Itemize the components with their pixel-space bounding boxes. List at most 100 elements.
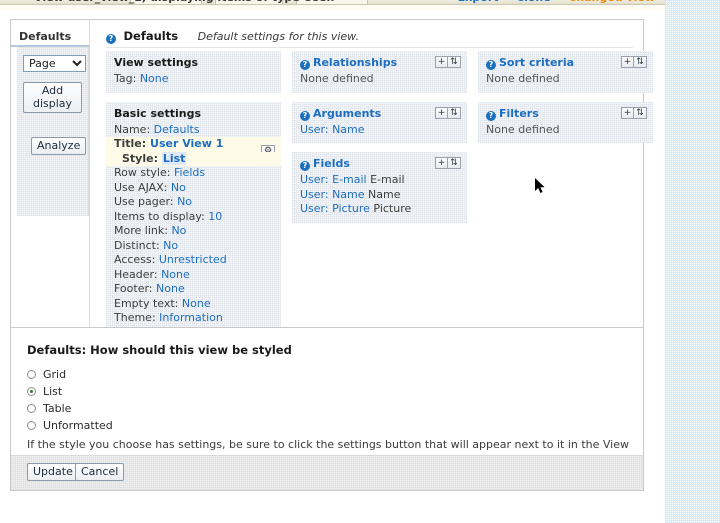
- argument-user-name-link[interactable]: User: Name: [300, 122, 365, 136]
- row-use-ajax-value[interactable]: No: [170, 180, 186, 194]
- page-background-texture: [665, 0, 720, 523]
- bucket-title-sort-criteria[interactable]: ? Sort criteria: [486, 56, 647, 70]
- style-option-table-label: Table: [43, 402, 72, 415]
- field-email-link[interactable]: User: E-mail: [300, 173, 367, 186]
- add-field-icon[interactable]: +: [435, 157, 448, 169]
- style-option-grid[interactable]: Grid: [27, 366, 113, 383]
- row-header: Header: None: [114, 268, 275, 283]
- clone-link[interactable]: Clone: [516, 0, 551, 4]
- update-button[interactable]: Update: [27, 463, 79, 481]
- row-empty-text-label: Empty text:: [114, 296, 179, 310]
- row-header-value[interactable]: None: [161, 267, 190, 281]
- sort-criteria-help-icon[interactable]: ?: [486, 60, 496, 70]
- bucket-title-relationships-label: Relationships: [313, 56, 398, 69]
- summary-title: Defaults: [123, 29, 179, 43]
- changed-view-link[interactable]: Changed view: [568, 0, 655, 4]
- summary-column-2: + ⇅ ? Relationships None defined + ⇅: [292, 51, 467, 232]
- radio-list-icon[interactable]: [27, 387, 36, 396]
- bucket-title-arguments[interactable]: ? Arguments: [300, 107, 461, 121]
- row-use-pager: Use pager: No: [114, 195, 275, 210]
- summary-subtitle: Default settings for this view.: [197, 30, 359, 43]
- row-row-style-value[interactable]: Fields: [173, 166, 206, 179]
- add-argument-icon[interactable]: +: [435, 106, 448, 119]
- rearrange-filters-icon[interactable]: ⇅: [634, 106, 647, 119]
- add-display-select[interactable]: Page: [23, 55, 86, 72]
- row-items-to-display-value[interactable]: 10: [208, 209, 223, 223]
- help-icon[interactable]: ?: [106, 34, 116, 44]
- row-style-value[interactable]: List: [161, 151, 187, 165]
- row-distinct: Distinct: No: [114, 239, 275, 254]
- row-distinct-value[interactable]: No: [163, 238, 179, 252]
- bucket-title-fields-label: Fields: [313, 157, 350, 170]
- arguments-help-icon[interactable]: ?: [300, 110, 310, 121]
- add-relationship-icon[interactable]: +: [435, 56, 448, 68]
- row-more-link-label: More link:: [114, 224, 168, 237]
- rearrange-fields-icon[interactable]: ⇅: [448, 157, 461, 169]
- filters-controls: + ⇅: [621, 106, 647, 119]
- bucket-title-fields[interactable]: ? Fields: [300, 157, 461, 171]
- admin-tab-2[interactable]: [215, 0, 283, 4]
- style-option-list[interactable]: List: [27, 383, 113, 400]
- row-empty-text-value[interactable]: None: [181, 296, 211, 310]
- sort-criteria-controls: + ⇅: [621, 56, 647, 68]
- radio-table-icon[interactable]: [27, 404, 36, 413]
- analyze-button[interactable]: Analyze: [31, 137, 87, 155]
- bucket-title-filters[interactable]: ? Filters: [486, 107, 647, 121]
- style-option-list-label: List: [43, 385, 63, 398]
- row-access-value[interactable]: Unrestricted: [158, 253, 227, 266]
- style-option-table[interactable]: Table: [27, 400, 113, 417]
- bucket-title-relationships[interactable]: ? Relationships: [300, 56, 461, 70]
- bucket-title-view-settings: View settings: [114, 56, 199, 69]
- radio-unformatted-icon[interactable]: [27, 421, 36, 430]
- row-use-ajax: Use AJAX: No: [114, 181, 275, 196]
- fields-help-icon[interactable]: ?: [300, 161, 310, 171]
- field-picture-link[interactable]: User: Picture: [300, 202, 370, 215]
- bucket-arguments: + ⇅ ? Arguments User: Name: [292, 102, 467, 144]
- cancel-button[interactable]: Cancel: [75, 463, 125, 481]
- views-edit-box: Defaults Page Add display Analyze ? Defa…: [10, 19, 647, 491]
- export-link[interactable]: Export: [458, 0, 499, 4]
- row-title-value[interactable]: User View 1: [150, 137, 224, 150]
- row-title: Title: User View 1: [106, 137, 281, 152]
- rearrange-relationships-icon[interactable]: ⇅: [448, 56, 461, 68]
- bucket-basic-settings: Basic settings ⚙ Name: Defaults Title: U…: [106, 102, 281, 332]
- field-name-link[interactable]: User: Name: [300, 187, 365, 201]
- row-footer: Footer: None: [114, 282, 275, 297]
- style-option-unformatted[interactable]: Unformatted: [27, 417, 113, 434]
- rearrange-sort-criteria-icon[interactable]: ⇅: [634, 56, 647, 68]
- row-more-link-value[interactable]: No: [171, 224, 187, 237]
- admin-tab-1[interactable]: [130, 0, 202, 4]
- row-row-style-label: Row style:: [114, 166, 171, 179]
- summary-columns: View settings Tag: None Basic settings ⚙…: [106, 51, 647, 326]
- row-name: Name: Defaults: [114, 123, 275, 138]
- relationships-empty: None defined: [300, 72, 374, 85]
- bucket-title-sort-criteria-label: Sort criteria: [499, 56, 575, 69]
- row-row-style: Row style: Fields: [114, 166, 275, 181]
- style-option-grid-label: Grid: [43, 368, 67, 381]
- add-display-button[interactable]: Add display: [23, 82, 82, 113]
- row-access-label: Access:: [114, 253, 156, 266]
- filters-help-icon[interactable]: ?: [486, 110, 496, 121]
- admin-tab-3[interactable]: [296, 0, 368, 4]
- row-distinct-label: Distinct:: [114, 238, 160, 252]
- rearrange-arguments-icon[interactable]: ⇅: [448, 106, 461, 119]
- field-item: User: E-mail E-mail: [300, 173, 461, 188]
- row-tag-value[interactable]: None: [139, 72, 169, 85]
- display-actions: Page Add display Analyze: [17, 47, 89, 216]
- row-theme-value[interactable]: Information: [159, 311, 223, 324]
- add-filter-icon[interactable]: +: [621, 106, 634, 119]
- radio-grid-icon[interactable]: [27, 370, 36, 379]
- relationships-help-icon[interactable]: ?: [300, 60, 310, 70]
- add-sort-criteria-icon[interactable]: +: [621, 56, 634, 68]
- display-summary-panel: ? Defaults Default settings for this vie…: [89, 20, 647, 327]
- row-footer-label: Footer:: [114, 282, 153, 295]
- row-footer-value[interactable]: None: [156, 282, 185, 295]
- row-use-pager-value[interactable]: No: [177, 195, 193, 208]
- arguments-controls: + ⇅: [435, 106, 461, 119]
- row-name-value[interactable]: Defaults: [153, 122, 200, 136]
- style-form-actions: Update Cancel: [11, 455, 643, 490]
- row-tag-label: Tag:: [114, 72, 137, 85]
- display-tab-defaults[interactable]: Defaults: [11, 26, 89, 47]
- row-items-to-display-label: Items to display:: [114, 209, 205, 223]
- field-item: User: Picture Picture: [300, 202, 461, 217]
